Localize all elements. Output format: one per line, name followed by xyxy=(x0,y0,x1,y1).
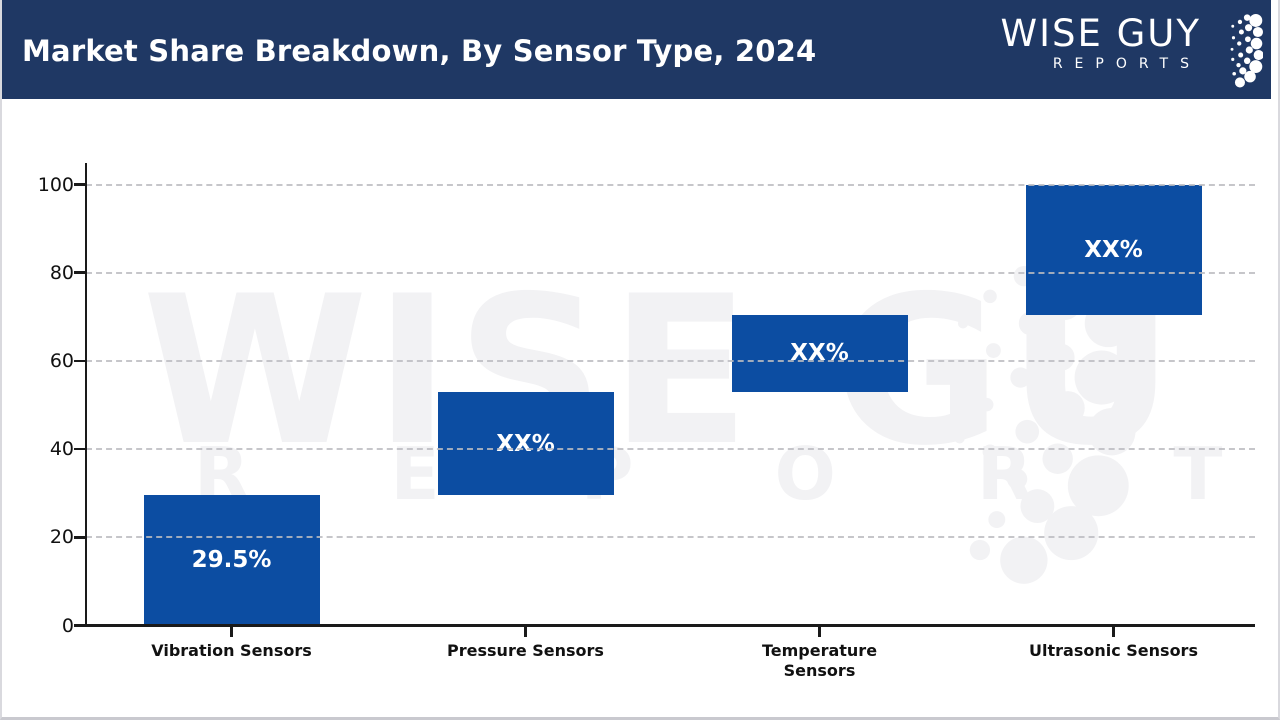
bar-value-label: XX% xyxy=(1084,236,1143,263)
y-axis-line xyxy=(84,163,87,627)
y-tick-mark xyxy=(74,183,86,186)
brand-logo: WISE GUY REPORTS xyxy=(1000,12,1201,73)
gridline-y100 xyxy=(86,183,1255,186)
x-axis-line xyxy=(84,624,1255,627)
y-tick-mark xyxy=(74,359,86,363)
x-category-label: Ultrasonic Sensors xyxy=(1029,641,1198,660)
y-tick-label: 0 xyxy=(61,614,74,637)
x-category-label: Pressure Sensors xyxy=(447,641,604,660)
y-tick-mark xyxy=(74,447,86,451)
bar-ultrasonic-sensors: XX% xyxy=(1025,184,1202,315)
bar-vibration-sensors: 29.5% xyxy=(143,495,320,626)
y-tick-mark xyxy=(74,624,86,627)
header-bar: Market Share Breakdown, By Sensor Type, … xyxy=(2,0,1271,99)
bar-value-label: XX% xyxy=(790,340,849,367)
bar-temperature-sensors: XX% xyxy=(731,314,908,392)
bar-value-label: XX% xyxy=(496,430,555,457)
watermark-text-wiseguy: WISE GU xyxy=(142,253,1181,491)
x-tick-mark xyxy=(230,626,233,637)
y-tick-label: 20 xyxy=(49,526,74,549)
brand-logo-name: WISE GUY xyxy=(1000,12,1201,55)
gridline-y20 xyxy=(86,536,1255,539)
x-tick-mark xyxy=(1112,626,1115,637)
x-tick-mark xyxy=(524,626,527,637)
y-tick-label: 60 xyxy=(49,349,74,372)
y-tick-label: 100 xyxy=(37,173,74,196)
y-tick-mark xyxy=(74,271,86,274)
brand-logo-subname: REPORTS xyxy=(1052,56,1201,72)
x-tick-mark xyxy=(818,626,821,637)
gridline-y80 xyxy=(86,271,1255,274)
y-tick-label: 40 xyxy=(49,438,74,461)
bar-value-label: 29.5% xyxy=(191,547,272,574)
x-category-label: Temperature Sensors xyxy=(761,641,878,680)
watermark-head-dots-graphic xyxy=(954,238,1136,584)
y-tick-mark xyxy=(74,536,86,539)
y-tick-label: 80 xyxy=(49,261,74,284)
x-category-label: Vibration Sensors xyxy=(151,641,312,660)
brand-logo-head-icon xyxy=(1230,14,1263,88)
chart-title: Market Share Breakdown, By Sensor Type, … xyxy=(22,34,817,68)
gridline-y40 xyxy=(86,448,1255,451)
bar-pressure-sensors: XX% xyxy=(437,391,614,496)
gridline-y60 xyxy=(86,359,1255,362)
